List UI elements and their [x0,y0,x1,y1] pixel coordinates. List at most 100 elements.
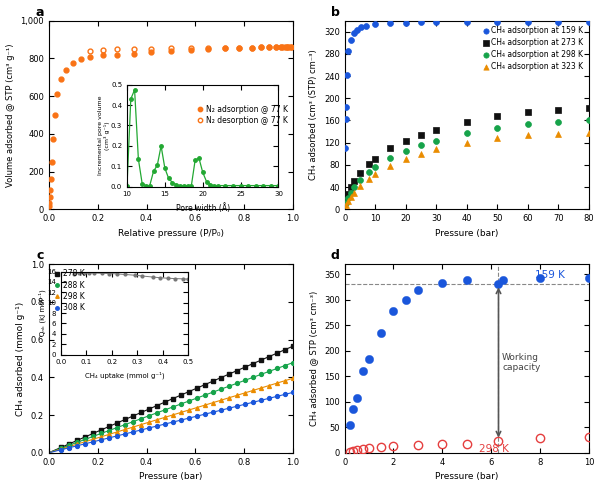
CH₄ adsorption at 298 K [346,188,356,196]
N₂ adsorption @ 77 K [99,53,106,58]
278 K [137,410,145,415]
N₂ adsorption @ 77 K [272,44,280,50]
N₂ desorption @ 77 K [265,44,272,50]
308 K [113,433,121,439]
N₂ adsorption @ 77 K [70,60,77,66]
Y-axis label: CH₄ adsorbed (mmol g⁻¹): CH₄ adsorbed (mmol g⁻¹) [16,301,25,415]
298 K [178,410,185,415]
278 K [281,347,289,353]
CH₄ adsorption at 323 K [364,175,374,183]
298 K [169,412,176,418]
278 K [202,382,209,388]
298 K [58,446,65,452]
CH₄ adsorption at 298 K [370,163,380,171]
288 K [241,377,248,383]
288 K [154,410,161,416]
CH₄ adsorption at 273 K [341,195,351,203]
308 K [233,403,241,409]
298 K [137,422,145,428]
288 K [89,433,97,439]
CH₄ adsorption at 323 K [431,146,441,153]
308 K [257,397,265,403]
298 K [265,383,272,389]
CH₄ adsorption at 323 K [584,129,593,136]
308 K [178,417,185,423]
N₂ adsorption @ 77 K [258,44,265,50]
N₂ adsorption @ 77 K [282,44,289,50]
N₂ adsorption @ 77 K [187,47,194,53]
278 K [89,431,97,436]
Legend: 278 K, 288 K, 298 K, 308 K: 278 K, 288 K, 298 K, 308 K [53,268,86,314]
CH₄ adsorption at 323 K [416,150,426,158]
Y-axis label: CH₄ adsorbed (cm³ (STP) cm⁻³): CH₄ adsorbed (cm³ (STP) cm⁻³) [310,50,319,180]
Legend: CH₄ adsorption at 159 K, CH₄ adsorption at 273 K, CH₄ adsorption at 298 K, CH₄ a: CH₄ adsorption at 159 K, CH₄ adsorption … [481,24,585,73]
298 K [82,439,89,445]
N₂ adsorption @ 77 K [284,44,292,50]
CH₄ adsorption at 159 K [386,19,395,27]
308 K [281,392,289,397]
Line: 288 K: 288 K [59,360,295,450]
288 K [130,419,137,425]
278 K [209,378,217,384]
298 K [289,375,296,381]
N₂ adsorption @ 77 K [113,52,121,57]
288 K [106,428,113,433]
CH₄ adsorption at 298 K [523,120,533,128]
308 K [97,437,104,443]
CH₄ adsorption at 159 K [346,36,356,44]
CH₄ adsorption at 273 K [349,178,359,186]
288 K [145,413,152,419]
N₂ desorption @ 77 K [248,45,255,51]
N₂ desorption @ 77 K [167,46,175,52]
CH₄ adsorption at 273 K [584,104,593,112]
N₂ adsorption @ 77 K [236,45,243,51]
298 K [193,405,200,411]
CH₄ adsorption at 298 K [355,176,365,184]
CH₄ adsorption at 298 K [493,124,502,131]
CH₄ adsorption at 298 K [386,154,395,162]
308 K [241,401,248,407]
N₂ adsorption @ 77 K [287,44,294,50]
CH₄ adsorption at 298 K [401,147,410,155]
288 K [226,383,233,389]
278 K [226,371,233,377]
CH₄ adsorption at 273 K [364,160,374,168]
CH₄ adsorption at 298 K [462,129,472,136]
Text: c: c [37,249,44,262]
288 K [202,392,209,398]
298 K [121,427,128,432]
N₂ desorption @ 77 K [258,44,265,50]
N₂ adsorption @ 77 K [248,45,255,51]
N₂ adsorption @ 77 K [46,203,53,209]
CH₄ adsorption at 273 K [343,190,353,198]
308 K [82,441,89,447]
308 K [226,405,233,411]
CH₄ adsorption at 159 K [344,47,353,55]
288 K [185,398,193,404]
N₂ adsorption @ 77 K [47,176,55,182]
N₂ desorption @ 77 K [284,44,292,50]
288 K [274,366,281,372]
CH₄ adsorption at 298 K [584,116,593,124]
288 K [193,395,200,401]
CH₄ adsorption at 298 K [416,142,426,150]
N₂ desorption @ 77 K [221,45,229,51]
278 K [106,424,113,430]
Text: Working
capacity: Working capacity [502,353,541,372]
288 K [281,363,289,369]
298 K [250,388,257,393]
N₂ adsorption @ 77 K [58,76,65,82]
Line: N₂ adsorption @ 77 K: N₂ adsorption @ 77 K [47,44,293,208]
CH₄ adsorption at 323 K [346,193,356,201]
288 K [137,416,145,422]
CH₄ adsorption at 273 K [346,183,356,191]
N₂ adsorption @ 77 K [49,159,56,165]
N₂ adsorption @ 77 K [87,54,94,60]
CH₄ adsorption at 323 K [401,155,410,163]
N₂ desorption @ 77 K [280,44,287,50]
298 K [257,385,265,391]
298 K [161,414,169,420]
N₂ adsorption @ 77 K [77,56,84,62]
N₂ adsorption @ 77 K [62,67,70,73]
288 K [58,445,65,451]
